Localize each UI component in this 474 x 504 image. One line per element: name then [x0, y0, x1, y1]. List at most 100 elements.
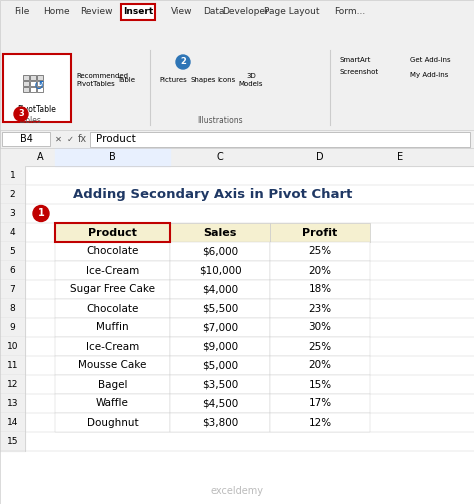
Bar — [55, 299, 170, 318]
Bar — [30, 87, 36, 92]
Bar — [270, 413, 370, 432]
Text: fx: fx — [77, 134, 87, 144]
Text: $9,000: $9,000 — [202, 342, 238, 351]
Text: File: File — [14, 8, 30, 17]
Bar — [170, 280, 270, 299]
Bar — [23, 87, 29, 92]
Text: PivotTable: PivotTable — [18, 105, 56, 114]
Text: Tables: Tables — [18, 116, 42, 125]
Text: Sugar Free Cake: Sugar Free Cake — [70, 284, 155, 294]
Bar — [55, 280, 170, 299]
Text: Data: Data — [203, 8, 225, 17]
Bar — [170, 223, 270, 242]
Text: Shapes: Shapes — [191, 77, 216, 83]
Text: 23%: 23% — [309, 303, 331, 313]
Text: Page Layout: Page Layout — [264, 8, 320, 17]
Bar — [0, 204, 25, 223]
Bar — [55, 337, 170, 356]
Bar — [0, 375, 25, 394]
Text: Illustrations: Illustrations — [197, 116, 243, 125]
Bar — [0, 223, 25, 242]
Text: Insert: Insert — [123, 8, 153, 17]
Text: Chocolate: Chocolate — [86, 303, 139, 313]
Bar — [270, 261, 370, 280]
Text: Waffle: Waffle — [96, 399, 129, 409]
Bar — [121, 4, 155, 20]
Text: Bagel: Bagel — [98, 380, 127, 390]
Text: Get Add-ins: Get Add-ins — [410, 57, 451, 63]
Text: B4: B4 — [19, 134, 32, 144]
Text: Profit: Profit — [302, 227, 337, 237]
Bar — [55, 356, 170, 375]
Bar — [270, 394, 370, 413]
Text: SmartArt: SmartArt — [340, 57, 371, 63]
Text: Screenshot: Screenshot — [340, 69, 379, 75]
Bar — [170, 337, 270, 356]
Bar — [0, 130, 474, 148]
Text: Doughnut: Doughnut — [87, 417, 138, 427]
Bar — [270, 223, 370, 242]
Text: ↺: ↺ — [34, 80, 44, 93]
Text: $3,500: $3,500 — [202, 380, 238, 390]
Text: Developer: Developer — [223, 8, 269, 17]
Bar — [170, 375, 270, 394]
Text: Sales: Sales — [203, 227, 237, 237]
Text: Recommended
PivotTables: Recommended PivotTables — [76, 74, 128, 87]
Text: 5: 5 — [9, 247, 15, 256]
Text: $10,000: $10,000 — [199, 266, 241, 276]
Bar — [170, 242, 270, 261]
Bar — [170, 299, 270, 318]
Text: D: D — [316, 152, 324, 162]
Text: Review: Review — [80, 8, 112, 17]
Bar — [0, 432, 25, 451]
Text: Mousse Cake: Mousse Cake — [78, 360, 146, 370]
Bar — [55, 223, 170, 242]
Text: 25%: 25% — [309, 246, 331, 257]
Text: View: View — [171, 8, 193, 17]
Text: 4: 4 — [9, 228, 15, 237]
Bar — [270, 375, 370, 394]
Text: 9: 9 — [9, 323, 15, 332]
Text: 15%: 15% — [309, 380, 331, 390]
Bar — [270, 242, 370, 261]
Bar — [30, 81, 36, 86]
Text: 15: 15 — [7, 437, 18, 446]
Text: Adding Secondary Axis in Pivot Chart: Adding Secondary Axis in Pivot Chart — [73, 188, 352, 201]
Bar — [55, 375, 170, 394]
Bar — [0, 318, 25, 337]
Bar — [23, 81, 29, 86]
Text: 11: 11 — [7, 361, 18, 370]
Text: 14: 14 — [7, 418, 18, 427]
Text: 10: 10 — [7, 342, 18, 351]
Text: 20%: 20% — [309, 266, 331, 276]
Text: 12%: 12% — [309, 417, 331, 427]
Bar — [0, 299, 25, 318]
Bar — [0, 280, 25, 299]
Text: Ice-Cream: Ice-Cream — [86, 266, 139, 276]
Text: Product: Product — [88, 227, 137, 237]
Text: Ice-Cream: Ice-Cream — [86, 342, 139, 351]
Text: Icons: Icons — [218, 77, 236, 83]
Bar — [170, 356, 270, 375]
Bar — [23, 75, 29, 80]
Bar — [270, 318, 370, 337]
Text: $4,500: $4,500 — [202, 399, 238, 409]
Text: $3,800: $3,800 — [202, 417, 238, 427]
Text: 1: 1 — [9, 171, 15, 180]
Text: $7,000: $7,000 — [202, 323, 238, 333]
Bar — [0, 0, 474, 130]
Text: 20%: 20% — [309, 360, 331, 370]
Text: A: A — [36, 152, 43, 162]
Bar — [0, 394, 25, 413]
Text: Pictures: Pictures — [159, 77, 187, 83]
Text: 3: 3 — [9, 209, 15, 218]
Text: 6: 6 — [9, 266, 15, 275]
Text: Muffin: Muffin — [96, 323, 129, 333]
Text: Home: Home — [43, 8, 69, 17]
Text: C: C — [217, 152, 223, 162]
Text: 2: 2 — [9, 190, 15, 199]
Bar — [37, 75, 43, 80]
Text: 12: 12 — [7, 380, 18, 389]
Bar — [270, 337, 370, 356]
Text: 2: 2 — [180, 57, 186, 67]
